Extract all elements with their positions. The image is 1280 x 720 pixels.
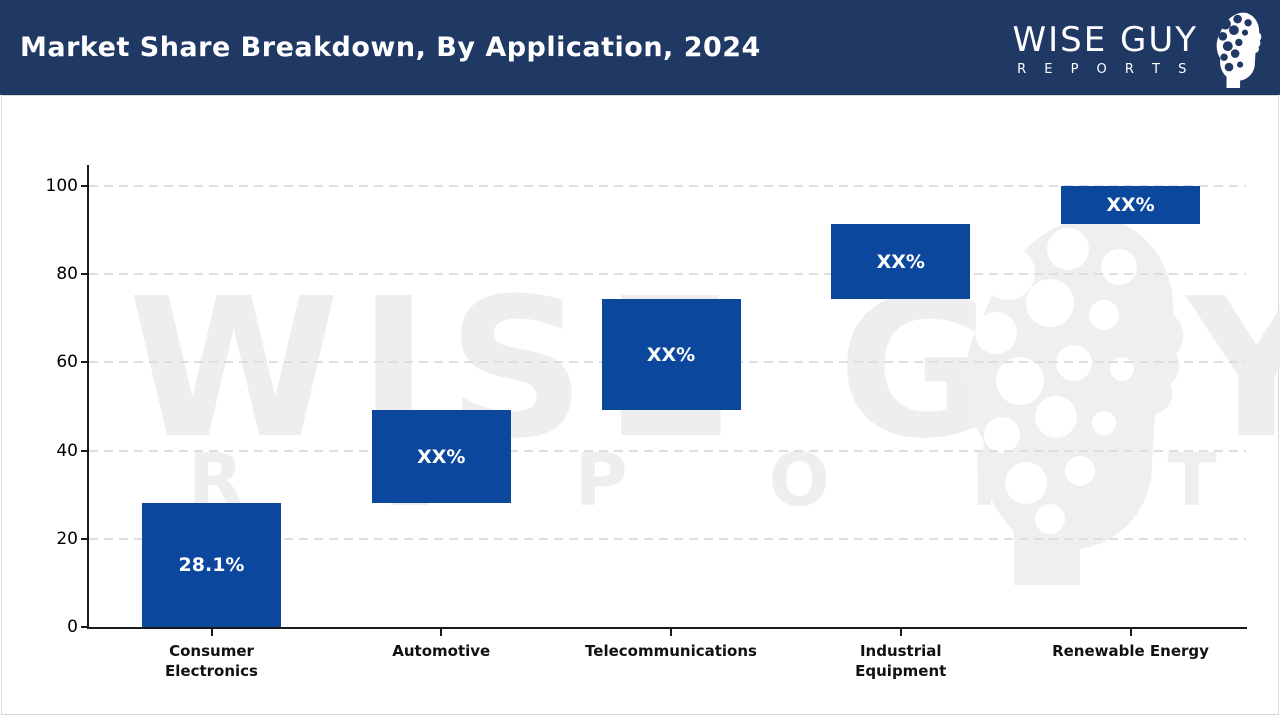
- x-tick-mark-3: [899, 629, 902, 636]
- y-tick-label-60: 60: [56, 352, 78, 373]
- gridline-100: [89, 185, 1246, 187]
- x-tick-mark-4: [1129, 629, 1132, 636]
- x-category-label-4: Renewable Energy: [1052, 642, 1209, 660]
- logo-subtitle: R E P O R T S: [1017, 62, 1194, 77]
- bar-value-label: 28.1%: [178, 554, 245, 577]
- y-tick-label-40: 40: [56, 440, 78, 461]
- x-tick-mark-1: [440, 629, 443, 636]
- bar-telecommunications: XX%: [601, 299, 741, 411]
- bar-value-label: XX%: [646, 343, 696, 366]
- y-tick-label-20: 20: [56, 528, 78, 549]
- y-tick-mark-0: [81, 626, 88, 628]
- bar-value-label: XX%: [876, 250, 925, 273]
- x-tick-mark-2: [670, 629, 672, 636]
- y-tick-mark-100: [81, 185, 88, 187]
- x-tick-mark-0: [210, 629, 213, 636]
- y-tick-mark-80: [81, 273, 88, 276]
- chart-title: Market Share Breakdown, By Application, …: [20, 32, 761, 63]
- x-axis-line: [87, 627, 1247, 629]
- header-bar: Market Share Breakdown, By Application, …: [0, 0, 1280, 95]
- logo-wordmark: WISE GUY: [1012, 20, 1198, 60]
- bar-value-label: XX%: [1106, 194, 1155, 217]
- wiseguy-logo: WISE GUY R E P O R T S: [1012, 6, 1268, 90]
- x-category-label-1: Automotive: [392, 642, 491, 660]
- y-axis-line: [87, 165, 89, 629]
- x-category-label-2: Telecommunications: [585, 642, 757, 660]
- y-tick-label-100: 100: [45, 176, 78, 196]
- y-tick-mark-40: [81, 449, 88, 452]
- y-tick-mark-60: [81, 361, 88, 364]
- gridline-80: [89, 273, 1246, 276]
- y-tick-label-80: 80: [56, 264, 78, 285]
- bar-consumer-electronics: 28.1%: [142, 503, 281, 627]
- watermark-head-icon: [966, 217, 1184, 585]
- y-tick-mark-20: [81, 537, 88, 540]
- x-category-label-0: Consumer Electronics: [165, 642, 258, 681]
- logo-head-icon: [1216, 12, 1262, 88]
- x-category-label-3: Industrial Equipment: [855, 642, 947, 681]
- bar-automotive: XX%: [371, 410, 511, 504]
- bar-value-label: XX%: [417, 445, 466, 468]
- logo-text: WISE GUY R E P O R T S: [1012, 20, 1198, 77]
- bar-renewable-energy: XX%: [1061, 186, 1200, 225]
- gridline-20: [89, 537, 1246, 540]
- gridline-40: [89, 449, 1246, 452]
- y-tick-label-0: 0: [67, 617, 78, 637]
- bar-industrial-equipment: XX%: [831, 224, 971, 300]
